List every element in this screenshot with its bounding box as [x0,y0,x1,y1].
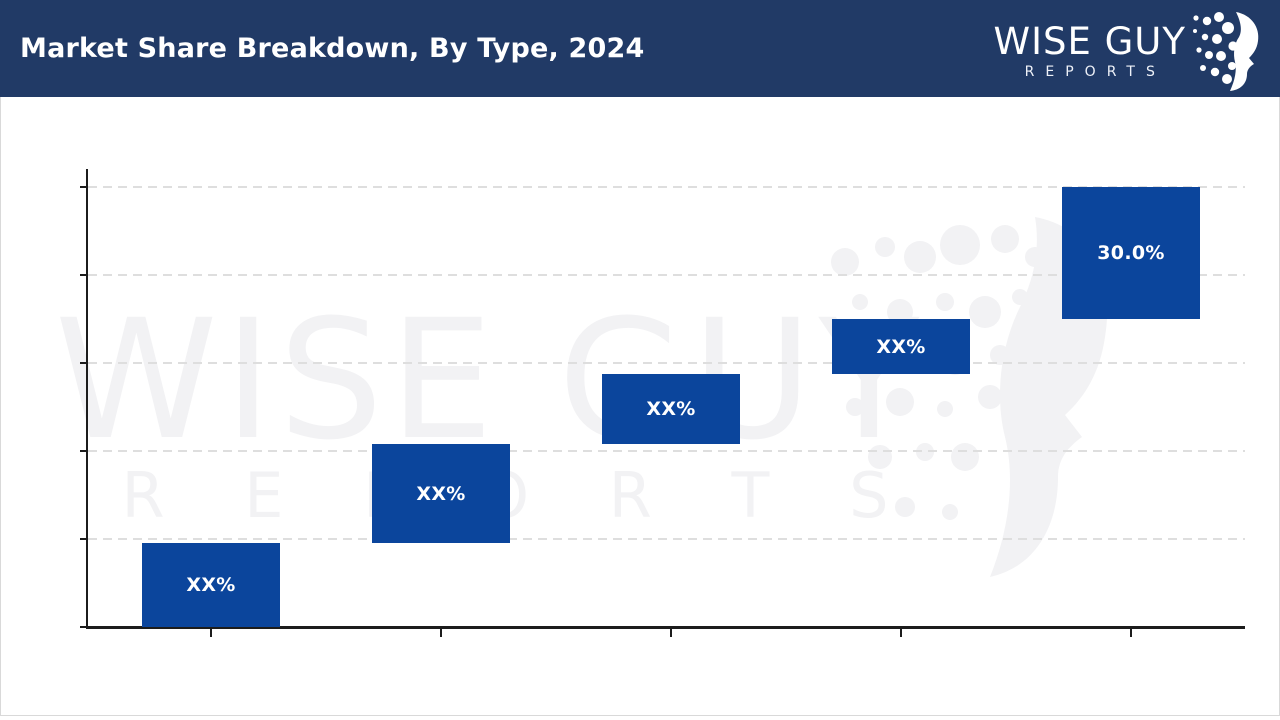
wiseguy-face-icon [1193,12,1259,91]
x-axis [86,626,1245,629]
gridline [88,362,1245,364]
logo-subtext: REPORTS [1024,64,1166,80]
y-tick-mark [80,626,88,628]
bar-value-label: XX% [416,482,466,505]
gridline [88,274,1245,276]
x-tick-mark [210,629,212,637]
bar-value-label: XX% [646,398,696,421]
gridline [88,186,1245,188]
gridline [88,538,1245,540]
y-tick-mark [80,450,88,452]
wiseguy-logo: WISE GUY REPORTS [994,10,1262,92]
x-tick-mark [670,629,672,637]
x-tick-mark [900,629,902,637]
y-tick-mark [80,186,88,188]
bar-birthday-cards: XX% [142,543,280,627]
gridline [88,450,1245,452]
x-tick-mark [440,629,442,637]
bar-value-label: XX% [876,335,926,358]
logo-wordmark: WISE GUY [993,20,1186,63]
y-tick-mark [80,538,88,540]
bar-value-label: XX% [186,574,236,597]
x-tick-mark [1130,629,1132,637]
bar-sympathy-cards: XX% [832,319,970,374]
bar-holiday-cards: XX% [372,444,510,544]
y-tick-mark [80,362,88,364]
bar-congratulations-cards: 30.0% [1062,187,1200,319]
header: Market Share Breakdown, By Type, 2024 WI… [0,0,1280,97]
bar-thank-you-cards: XX% [602,374,740,445]
bar-value-label: 30.0% [1097,242,1165,264]
y-axis [86,169,88,629]
y-tick-mark [80,274,88,276]
page-title: Market Share Breakdown, By Type, 2024 [20,33,645,64]
